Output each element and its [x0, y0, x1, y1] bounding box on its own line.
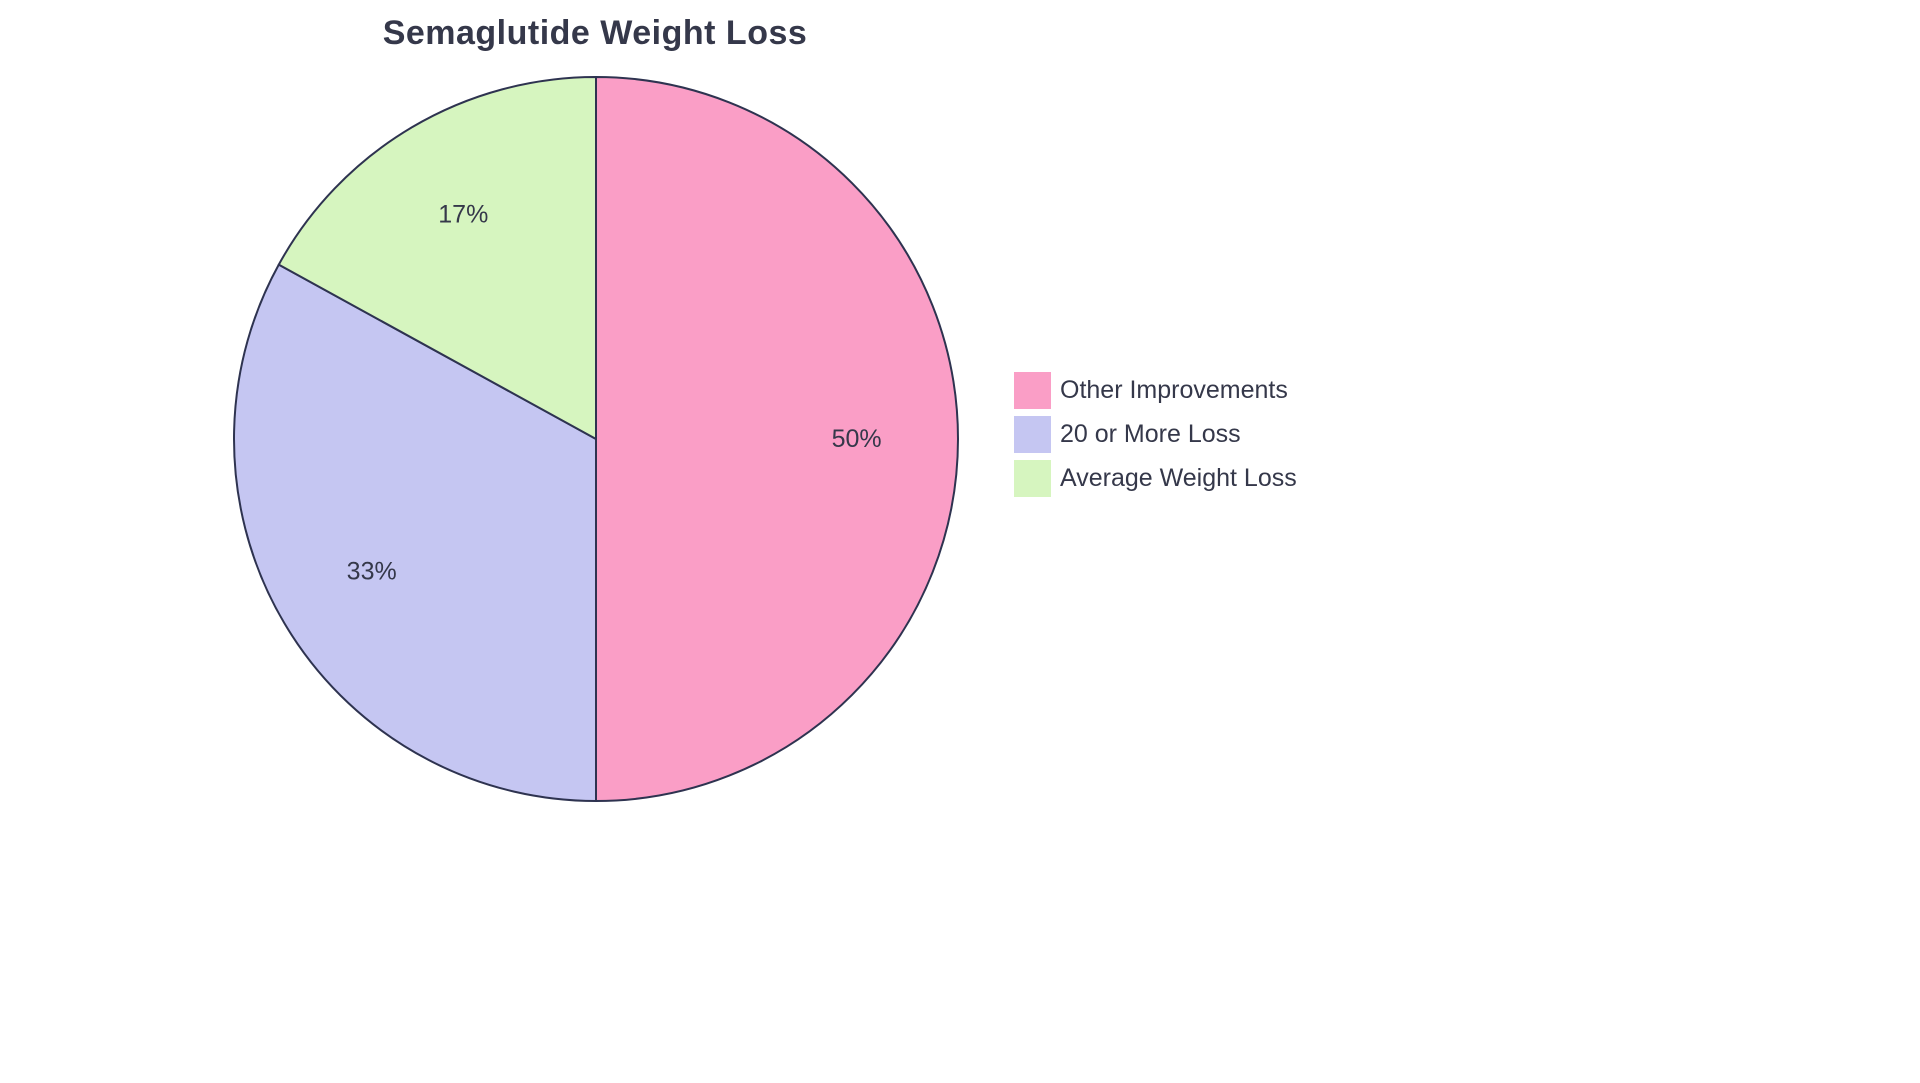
legend-swatch-icon — [1014, 416, 1051, 453]
chart-title: Semaglutide Weight Loss — [382, 14, 808, 52]
pie-slice-0[interactable] — [595, 76, 959, 802]
legend-label: Average Weight Loss — [1060, 464, 1297, 492]
chart-legend: Other Improvements 20 or More Loss Avera… — [1014, 372, 1297, 497]
legend-item[interactable]: Other Improvements — [1014, 372, 1297, 409]
pie-slice-percent-label: 17% — [438, 201, 488, 229]
legend-item[interactable]: 20 or More Loss — [1014, 416, 1297, 453]
legend-swatch-icon — [1014, 460, 1051, 497]
pie-slice-percent-label: 50% — [832, 425, 882, 453]
legend-swatch-icon — [1014, 372, 1051, 409]
pie-slice-1[interactable] — [233, 263, 597, 802]
legend-label: 20 or More Loss — [1060, 420, 1241, 448]
legend-item[interactable]: Average Weight Loss — [1014, 460, 1297, 497]
pie-chart: 50% 33% 17% — [230, 73, 962, 805]
pie-chart-svg: 50% 33% 17% — [233, 76, 959, 802]
legend-label: Other Improvements — [1060, 376, 1288, 404]
pie-slice-2[interactable] — [277, 76, 597, 440]
pie-slice-percent-label: 33% — [347, 558, 397, 586]
